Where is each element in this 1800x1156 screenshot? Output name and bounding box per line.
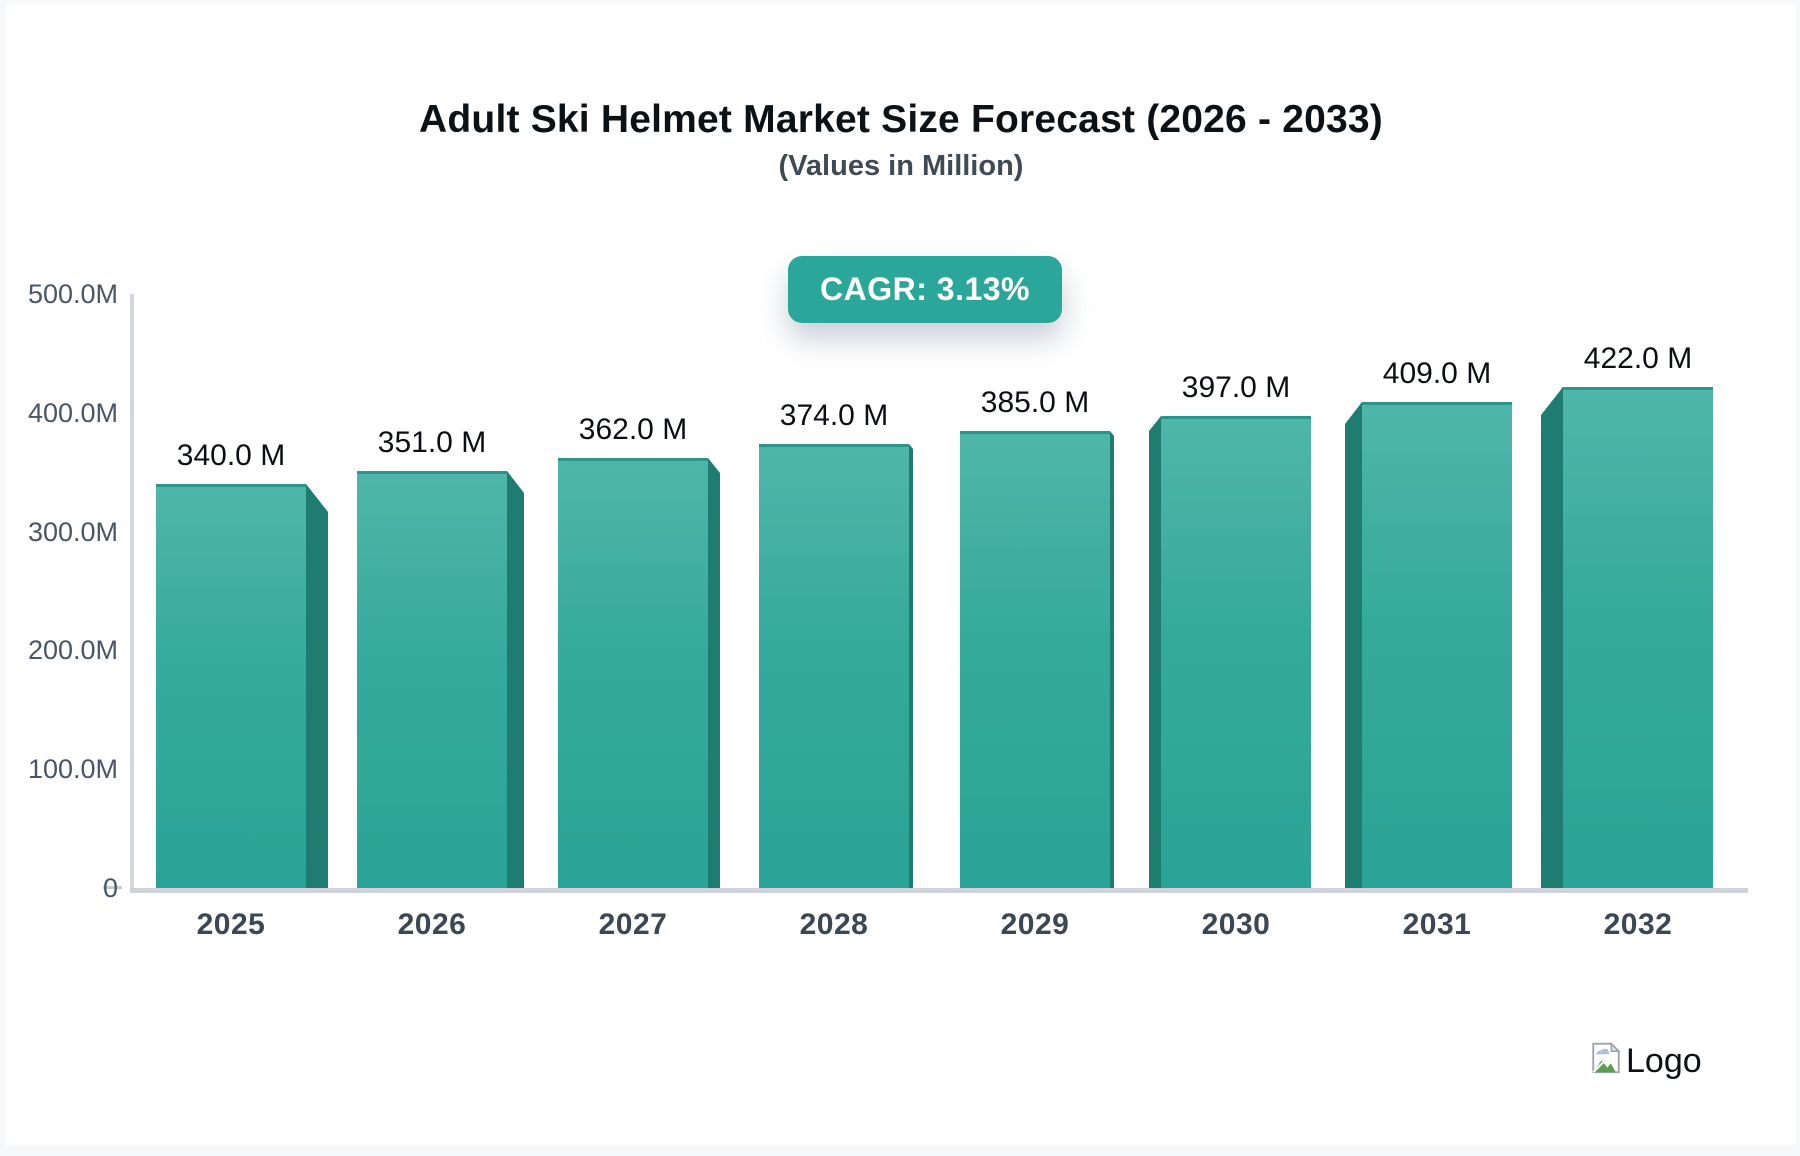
y-axis-tick-label: 0 xyxy=(102,873,118,903)
y-axis-tick-label: 400.0M xyxy=(27,398,118,428)
bar-side-face xyxy=(708,458,720,888)
broken-image-icon xyxy=(1592,1041,1621,1074)
y-axis-tick-label: 300.0M xyxy=(27,517,118,547)
bar-2030[interactable] xyxy=(1161,416,1311,888)
bar-2029[interactable] xyxy=(960,431,1110,888)
y-axis-tick-label: 200.0M xyxy=(27,635,118,665)
bar-value-label: 351.0 M xyxy=(377,426,487,459)
x-axis-tick-label: 2029 xyxy=(1000,908,1070,941)
x-axis-tick-label: 2030 xyxy=(1201,908,1271,941)
x-axis-tick-label: 2026 xyxy=(397,908,467,941)
cagr-badge: CAGR: 3.13% xyxy=(788,256,1062,323)
bar-side-face xyxy=(1541,387,1563,888)
bar-2028[interactable] xyxy=(759,444,909,888)
x-axis-tick-label: 2031 xyxy=(1402,908,1472,941)
x-axis-tick-label: 2028 xyxy=(799,908,869,941)
bar-value-label: 422.0 M xyxy=(1583,342,1693,375)
bar-side-face xyxy=(306,484,328,888)
bar-side-face xyxy=(1149,416,1161,888)
bar-2025[interactable] xyxy=(156,484,306,888)
x-axis-tick-label: 2027 xyxy=(598,908,668,941)
bar-value-label: 397.0 M xyxy=(1181,371,1291,404)
plot-area: 500.0M 400.0M 300.0M 200.0M 100.0M 0 340.0 M 20… xyxy=(6,4,1796,1145)
x-axis-line xyxy=(130,888,1748,893)
bar-side-face xyxy=(909,444,913,888)
x-axis-tick-label: 2032 xyxy=(1603,908,1673,941)
bar-value-label: 362.0 M xyxy=(578,413,688,446)
y-axis-tick-label: 500.0M xyxy=(27,279,118,309)
bar-value-label: 385.0 M xyxy=(980,386,1090,419)
bar-2032[interactable] xyxy=(1563,387,1713,888)
chart-subtitle: (Values in Million) xyxy=(778,150,1024,182)
bar-side-face xyxy=(507,471,524,888)
chart-card: Adult Ski Helmet Market Size Forecast (2… xyxy=(6,4,1796,1145)
chart-title: Adult Ski Helmet Market Size Forecast (2… xyxy=(419,98,1383,141)
y-axis-tick-label: 100.0M xyxy=(27,754,118,784)
bar-side-face xyxy=(1110,431,1114,888)
bar-side-face xyxy=(1345,402,1362,888)
bar-2026[interactable] xyxy=(357,471,507,888)
bar-value-label: 409.0 M xyxy=(1382,357,1492,390)
zero-tick-mark xyxy=(103,886,122,889)
bar-value-label: 374.0 M xyxy=(779,399,889,432)
bar-2031[interactable] xyxy=(1362,402,1512,888)
bar-2027[interactable] xyxy=(558,458,708,888)
logo: Logo xyxy=(1588,1040,1702,1082)
x-axis-tick-label: 2025 xyxy=(196,908,266,941)
y-axis-line xyxy=(130,294,134,893)
logo-alt-text: Logo xyxy=(1626,1041,1702,1080)
bar-value-label: 340.0 M xyxy=(176,439,286,472)
